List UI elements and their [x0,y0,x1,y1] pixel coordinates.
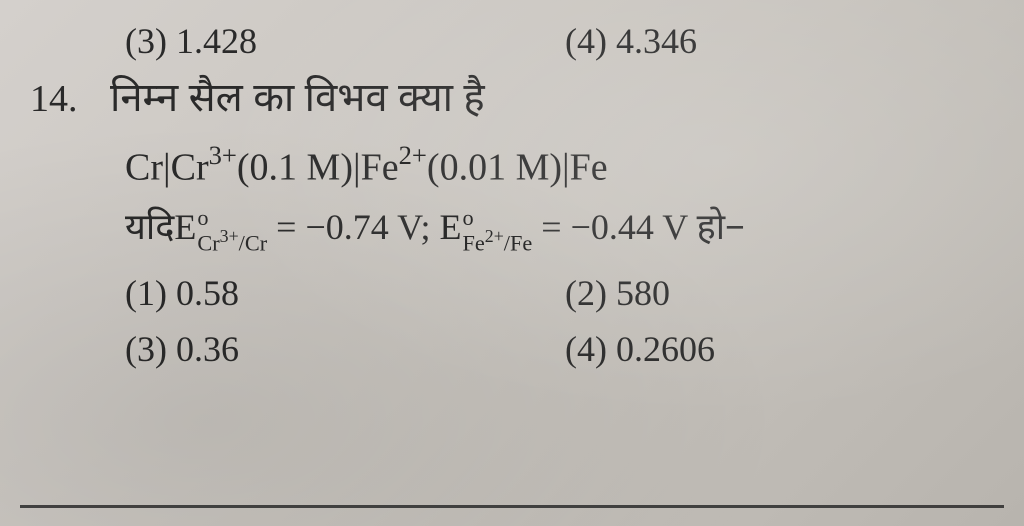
e1-subsup: oCr3+/Cr [197,208,267,254]
cell-bar: | [353,147,361,189]
q14-options-row-1: (1) 0.58 (2) 580 [30,272,994,314]
option-number: (4) [565,329,607,369]
prev-options-row: (3) 1.428 (4) 4.346 [30,20,994,62]
e1-sub: Cr3+/Cr [197,228,267,254]
q14-option-1: (1) 0.58 [125,272,565,314]
e-letter: E [174,207,196,247]
eq1-text: = −0.74 V; [267,206,439,248]
question-number: 14. [30,77,110,121]
cell-conc2: (0.01 M) [427,147,562,189]
e2-subsup: oFe2+/Fe [462,208,532,254]
cell-bar: | [562,147,570,189]
option-number: (4) [565,21,607,61]
condition-line: यदि EoCr3+/Cr = −0.74 V; EoFe2+/Fe = −0.… [125,206,994,254]
cell-notation: Cr|Cr3+(0.1 M)|Fe2+(0.01 M)|Fe [125,142,994,190]
option-value: 580 [616,273,670,313]
cell-fe2: Fe [361,147,399,189]
divider-rule [20,505,1004,508]
option-value: 0.2606 [616,329,715,369]
option-number: (3) [125,329,167,369]
cell-cr: Cr [125,147,163,189]
cell-bar: | [163,147,171,189]
cell-conc1: (0.1 M) [237,147,353,189]
option-value: 0.58 [176,273,239,313]
q14-options-row-2: (3) 0.36 (4) 0.2606 [30,328,994,370]
q14-option-4: (4) 0.2606 [565,328,715,370]
ho-text: हो− [697,207,745,254]
cell-fe: Fe [570,147,608,189]
option-value: 1.428 [176,21,257,61]
question-14-row: 14. निम्न सैल का विभव क्या है [30,76,994,128]
e-symbol-2: EoFe2+/Fe [439,206,532,254]
q14-option-3: (3) 0.36 [125,328,565,370]
prev-option-4: (4) 4.346 [565,20,697,62]
yadi-text: यदि [125,207,174,254]
q14-option-2: (2) 580 [565,272,670,314]
option-number: (2) [565,273,607,313]
e-degree: o [462,208,532,228]
e-degree: o [197,208,267,228]
eq2-text: = −0.44 V [532,206,696,248]
e-letter: E [439,207,461,247]
cell-fe2-charge: 2+ [399,140,427,170]
option-number: (1) [125,273,167,313]
option-value: 0.36 [176,329,239,369]
e2-sub: Fe2+/Fe [462,228,532,254]
cell-cr3-charge: 3+ [209,140,237,170]
question-text: निम्न सैल का विभव क्या है [110,76,485,128]
cell-cr3: Cr [171,147,209,189]
option-number: (3) [125,21,167,61]
prev-option-3: (3) 1.428 [125,20,565,62]
e-symbol-1: EoCr3+/Cr [174,206,267,254]
option-value: 4.346 [616,21,697,61]
